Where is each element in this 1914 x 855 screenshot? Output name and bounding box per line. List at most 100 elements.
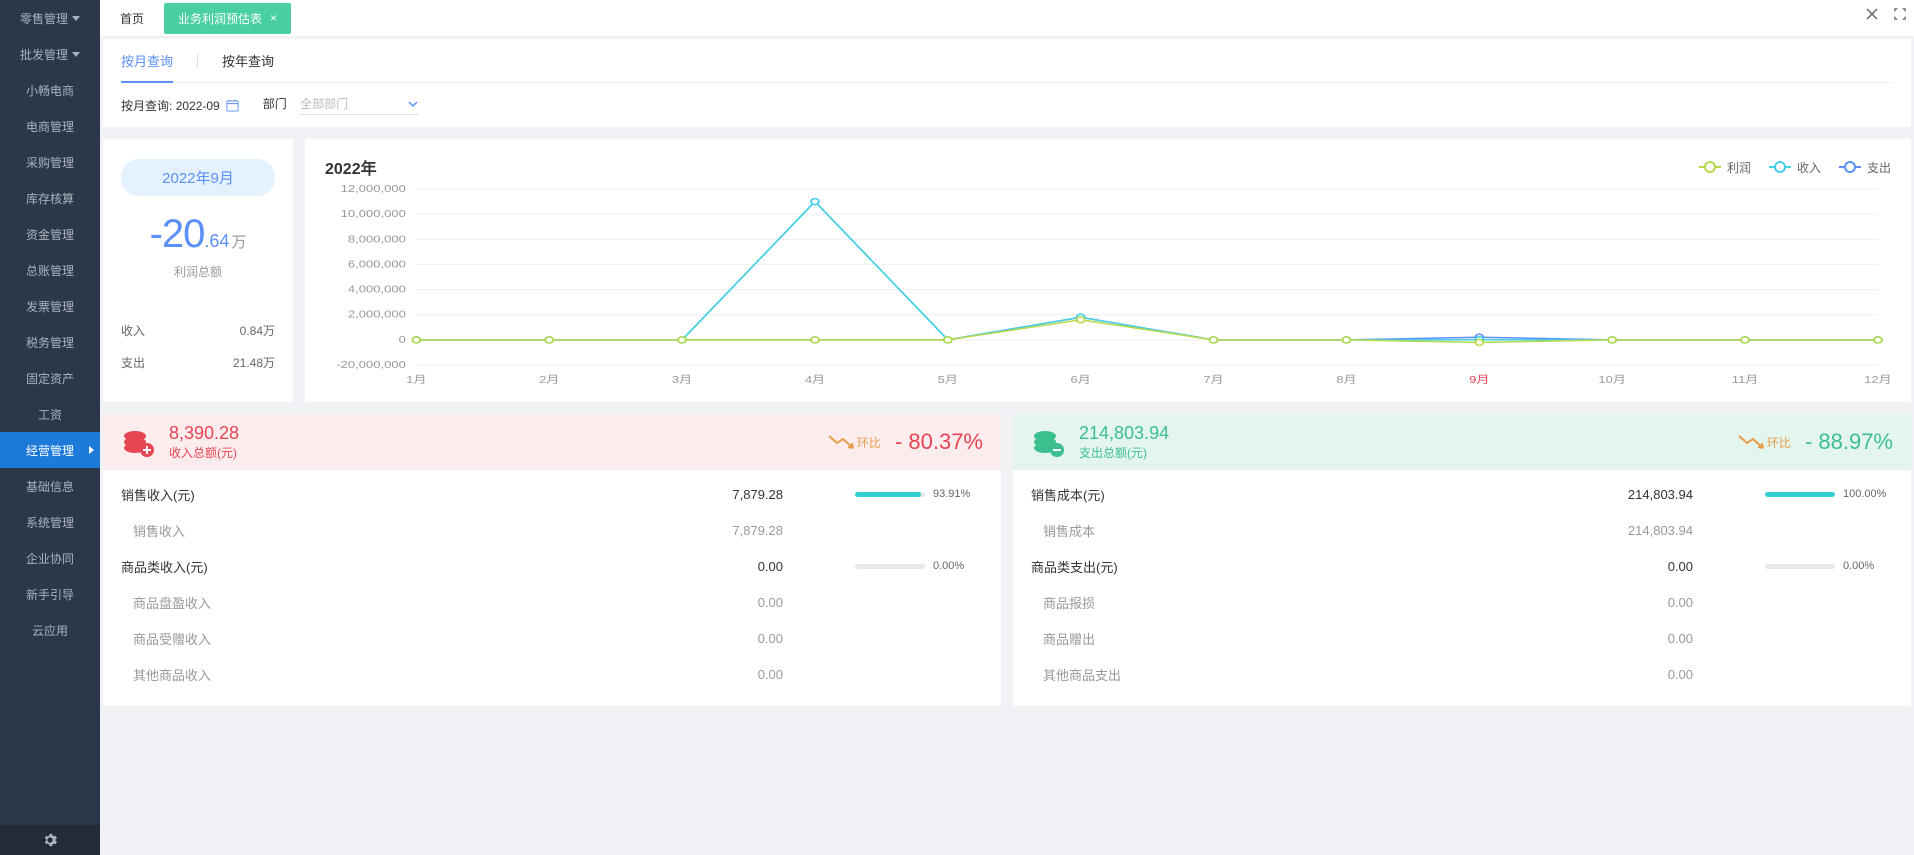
sidebar-item-label: 税务管理	[26, 334, 74, 351]
fullscreen-button[interactable]	[1886, 0, 1914, 28]
svg-text:9月: 9月	[1469, 374, 1489, 385]
sidebar-item[interactable]: 工资	[0, 396, 100, 432]
date-value: 2022-09	[176, 99, 220, 113]
income-pct: - 80.37%	[895, 429, 983, 455]
profit-total-value: -20.64万	[121, 212, 275, 257]
sidebar-item-label: 基础信息	[26, 478, 74, 495]
label: 收入	[121, 322, 145, 339]
panel-row: 销售收入(元)7,879.2893.91%	[121, 476, 983, 512]
legend-item[interactable]: 收入	[1769, 159, 1821, 176]
svg-text:2月: 2月	[539, 374, 559, 385]
sidebar-item[interactable]: 发票管理	[0, 288, 100, 324]
svg-text:8月: 8月	[1336, 374, 1356, 385]
expense-panel: 214,803.94 支出总额(元) 环比 - 88.97% 销	[1013, 414, 1911, 706]
bar-track	[855, 492, 925, 497]
sidebar-item[interactable]: 电商管理	[0, 108, 100, 144]
summary-rows: 收入0.84万支出21.48万	[121, 314, 275, 378]
chevron-down-icon	[72, 16, 80, 21]
dept-select[interactable]: 全部部门	[300, 95, 418, 115]
row-value: 0.00	[1553, 595, 1693, 610]
sidebar-item-label: 固定资产	[26, 370, 74, 387]
chevron-down-icon	[408, 101, 418, 107]
row-value: 0.00	[1553, 559, 1693, 574]
sidebar-item[interactable]: 经营管理	[0, 432, 100, 468]
divider	[197, 54, 198, 68]
sidebar-item[interactable]: 零售管理	[0, 0, 100, 36]
svg-text:12月: 12月	[1864, 374, 1891, 385]
row-label: 销售成本(元)	[1031, 485, 1553, 504]
panel-row: 销售收入7,879.28	[121, 512, 983, 548]
hb-label: 环比	[1767, 434, 1791, 451]
svg-text:11月: 11月	[1732, 374, 1759, 385]
sidebar-item[interactable]: 资金管理	[0, 216, 100, 252]
panel-row: 其他商品支出0.00	[1031, 656, 1893, 692]
x-icon	[1866, 8, 1878, 20]
sidebar-item[interactable]: 固定资产	[0, 360, 100, 396]
row-value: 7,879.28	[643, 523, 783, 538]
row-value: 0.00	[1553, 667, 1693, 682]
close-tab-button[interactable]	[1858, 0, 1886, 28]
query-tab[interactable]: 按月查询	[121, 39, 173, 83]
sidebar-item[interactable]: 批发管理	[0, 36, 100, 72]
bn-main: -20	[150, 212, 205, 256]
row-label: 其他商品收入	[121, 665, 643, 684]
row-pct: 93.91%	[933, 488, 983, 500]
legend-swatch	[1839, 166, 1861, 168]
row-label: 商品受赠收入	[121, 629, 643, 648]
legend-item[interactable]: 支出	[1839, 159, 1891, 176]
sidebar-settings-button[interactable]	[0, 825, 100, 855]
panel-row: 商品受赠收入0.00	[121, 620, 983, 656]
legend-label: 支出	[1867, 159, 1891, 176]
row-label: 商品盘盈收入	[121, 593, 643, 612]
sidebar-item-label: 资金管理	[26, 226, 74, 243]
dept-placeholder: 全部部门	[300, 95, 348, 112]
tab-close-icon[interactable]: ×	[270, 11, 277, 25]
row-label: 商品类支出(元)	[1031, 557, 1553, 576]
query-tab[interactable]: 按年查询	[222, 39, 274, 83]
sidebar-item-label: 电商管理	[26, 118, 74, 135]
svg-text:5月: 5月	[938, 374, 958, 385]
legend-item[interactable]: 利润	[1699, 159, 1751, 176]
row-label: 商品赠出	[1031, 629, 1553, 648]
line-chart[interactable]: 12,000,00010,000,0008,000,0006,000,0004,…	[325, 179, 1891, 389]
gear-icon	[43, 833, 57, 847]
expense-amount: 214,803.94	[1079, 423, 1169, 444]
bar-wrap: 93.91%	[783, 488, 983, 500]
value: 21.48万	[233, 354, 275, 371]
sidebar-item[interactable]: 小畅电商	[0, 72, 100, 108]
sidebar-item-label: 新手引导	[26, 586, 74, 603]
sidebar-item[interactable]: 库存核算	[0, 180, 100, 216]
panel-row: 商品报损0.00	[1031, 584, 1893, 620]
bar-wrap: 0.00%	[783, 560, 983, 572]
chevron-down-icon	[72, 52, 80, 57]
sidebar-item[interactable]: 总账管理	[0, 252, 100, 288]
tab-profit-estimate[interactable]: 业务利润预估表 ×	[164, 3, 291, 34]
row-label: 其他商品支出	[1031, 665, 1553, 684]
sidebar-item[interactable]: 税务管理	[0, 324, 100, 360]
sidebar-item-label: 采购管理	[26, 154, 74, 171]
tab-label: 业务利润预估表	[178, 10, 262, 27]
row-value: 7,879.28	[643, 487, 783, 502]
row-pct: 100.00%	[1843, 488, 1893, 500]
sidebar-item[interactable]: 新手引导	[0, 576, 100, 612]
sidebar-item[interactable]: 系统管理	[0, 504, 100, 540]
date-input[interactable]: 2022-09	[176, 99, 239, 113]
svg-text:4,000,000: 4,000,000	[348, 284, 406, 295]
svg-text:3月: 3月	[672, 374, 692, 385]
tab-home[interactable]: 首页	[112, 10, 152, 27]
panel-row: 商品类支出(元)0.000.00%	[1031, 548, 1893, 584]
panel-row: 商品盘盈收入0.00	[121, 584, 983, 620]
income-amount: 8,390.28	[169, 423, 239, 444]
page-tabs-bar: 首页 业务利润预估表 ×	[100, 0, 1914, 36]
svg-text:6月: 6月	[1071, 374, 1091, 385]
sidebar-item[interactable]: 基础信息	[0, 468, 100, 504]
row-value: 0.00	[643, 631, 783, 646]
sidebar-item-label: 发票管理	[26, 298, 74, 315]
legend-label: 收入	[1797, 159, 1821, 176]
sidebar-item[interactable]: 采购管理	[0, 144, 100, 180]
legend-swatch	[1769, 166, 1791, 168]
value: 0.84万	[240, 322, 275, 339]
sidebar-item[interactable]: 企业协同	[0, 540, 100, 576]
trend-down-icon	[1737, 433, 1767, 451]
sidebar-item[interactable]: 云应用	[0, 612, 100, 648]
